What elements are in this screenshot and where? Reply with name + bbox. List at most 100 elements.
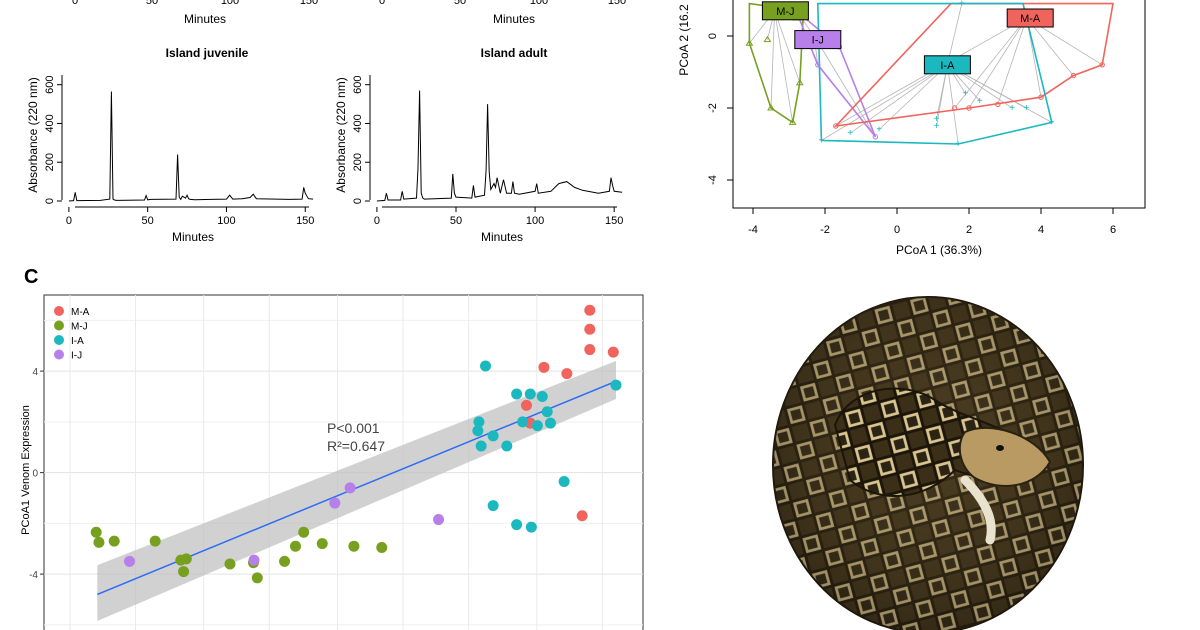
x-tick-label: 50 [142,215,154,227]
label-box [923,55,971,75]
point-marker: + [1024,103,1030,114]
point-m-j [178,566,190,578]
point-i-a [473,416,485,428]
x-tick-label: 4 [1038,224,1044,236]
group-label-m-a: M-A [1006,8,1054,28]
group-label-i-j: I-J [794,30,842,50]
legend: M-A M-J I-A I-J [54,306,90,362]
point-m-j [289,540,301,552]
spoke-line [947,64,959,145]
x-axis-ticks: 0 50 100 150 [374,207,623,227]
legend-label: I-A [71,336,84,347]
point-marker [833,123,839,129]
x-tick-label: 150 [605,215,623,227]
point-marker [1070,72,1077,79]
x-tick-label: 0 [66,215,72,227]
x-tick-label: 100 [530,0,548,7]
data-points [90,304,622,584]
pcoa-plot: + ++++++++ +++ M-JI-JM-AI-A -4 -2 0 2 4 6 0-2-4… [677,0,1146,257]
point-i-j [248,554,260,566]
point-i-a [531,420,543,432]
point-i-a [511,388,523,400]
y-tick-label: -4 [707,175,719,185]
point-i-j [124,555,136,567]
y-tick-label: 0 [707,33,719,39]
y-tick-label: 4 [32,367,38,378]
point-i-a [475,440,487,452]
y-tick-label: 600 [352,76,364,94]
y-tick-label: 400 [44,114,56,132]
x-tick-label: 50 [146,0,158,7]
point-i-a [544,417,556,429]
x-tick-label: 150 [296,215,314,227]
point-marker: + [962,89,968,100]
chart-title: Island adult [481,46,548,60]
legend-swatch [54,320,64,331]
y-axis-label: PCoA1 Venom Expression [20,405,32,535]
point-m-a [576,510,588,522]
spoke-line [954,17,1027,109]
point-i-a [472,425,484,437]
point-i-a [480,360,492,372]
label-box [794,30,842,50]
point-marker: + [955,139,961,150]
point-marker: + [977,96,983,107]
point-m-j [93,536,105,548]
chart-title: Island juvenile [166,46,249,60]
confidence-band [97,360,617,622]
y-tick-label: -2 [707,103,719,113]
point-i-a [501,440,513,452]
x-axis-ticks: -4 -2 0 2 4 6 [748,208,1116,236]
point-i-j [433,514,445,526]
y-tick-label: 0 [32,469,38,480]
chromatogram-trace [376,90,623,202]
point-m-j [298,526,310,538]
panel-label: C [24,266,38,288]
legend-swatch [54,335,64,345]
point-i-a [536,390,548,402]
point-m-a [607,346,619,358]
point-marker [995,101,1001,108]
point-marker: + [934,121,940,132]
group-label-m-j: M-J [761,1,809,21]
point-marker [1038,94,1044,100]
venom-expression-scatter: C 4 0 -4 M-A M-J I-A I-J P<0.001 R²=0.647 PCo… [20,266,644,630]
hull-m-a [833,2,1114,128]
point-marker: + [818,135,824,146]
point-m-j [90,526,102,538]
point-m-j [348,540,360,552]
y-tick-label: 600 [44,76,56,94]
y-tick-label: 200 [44,153,56,171]
x-tick-label: 50 [454,0,466,7]
label-text: M-A [1020,13,1041,25]
point-m-a [538,361,550,373]
point-marker [795,78,804,86]
point-i-a [517,416,529,428]
point-marker: + [1049,117,1055,128]
x-axis-label: Minutes [184,12,226,26]
spoke-line [813,35,876,138]
spoke-line [947,3,963,65]
x-tick-label: 150 [300,0,318,7]
y-tick-label: -4 [29,570,38,581]
spoke-line [997,17,1027,105]
label-text: I-A [940,60,955,72]
x-axis-label: Minutes [481,230,523,244]
x-tick-label: 0 [894,224,900,236]
group-labels: M-J I-J M-A I-A [761,1,1054,75]
spoke-line [968,17,1027,109]
point-marker [767,104,775,111]
point-m-a [584,304,596,316]
y-tick-label: 400 [352,114,364,132]
y-axis-ticks: 0 200 400 600 [352,76,370,204]
y-axis-ticks: 0 200 400 600 [44,76,62,204]
point-m-j [316,538,328,550]
x-tick-label: -4 [748,224,758,236]
x-axis-label: Minutes [493,12,535,26]
point-m-j [108,535,120,547]
snake-head [958,426,1052,487]
point-i-a [558,475,570,487]
x-tick-label: 100 [526,215,544,227]
top-right-x-axis: 0 50 100 150 Minutes [379,0,626,26]
